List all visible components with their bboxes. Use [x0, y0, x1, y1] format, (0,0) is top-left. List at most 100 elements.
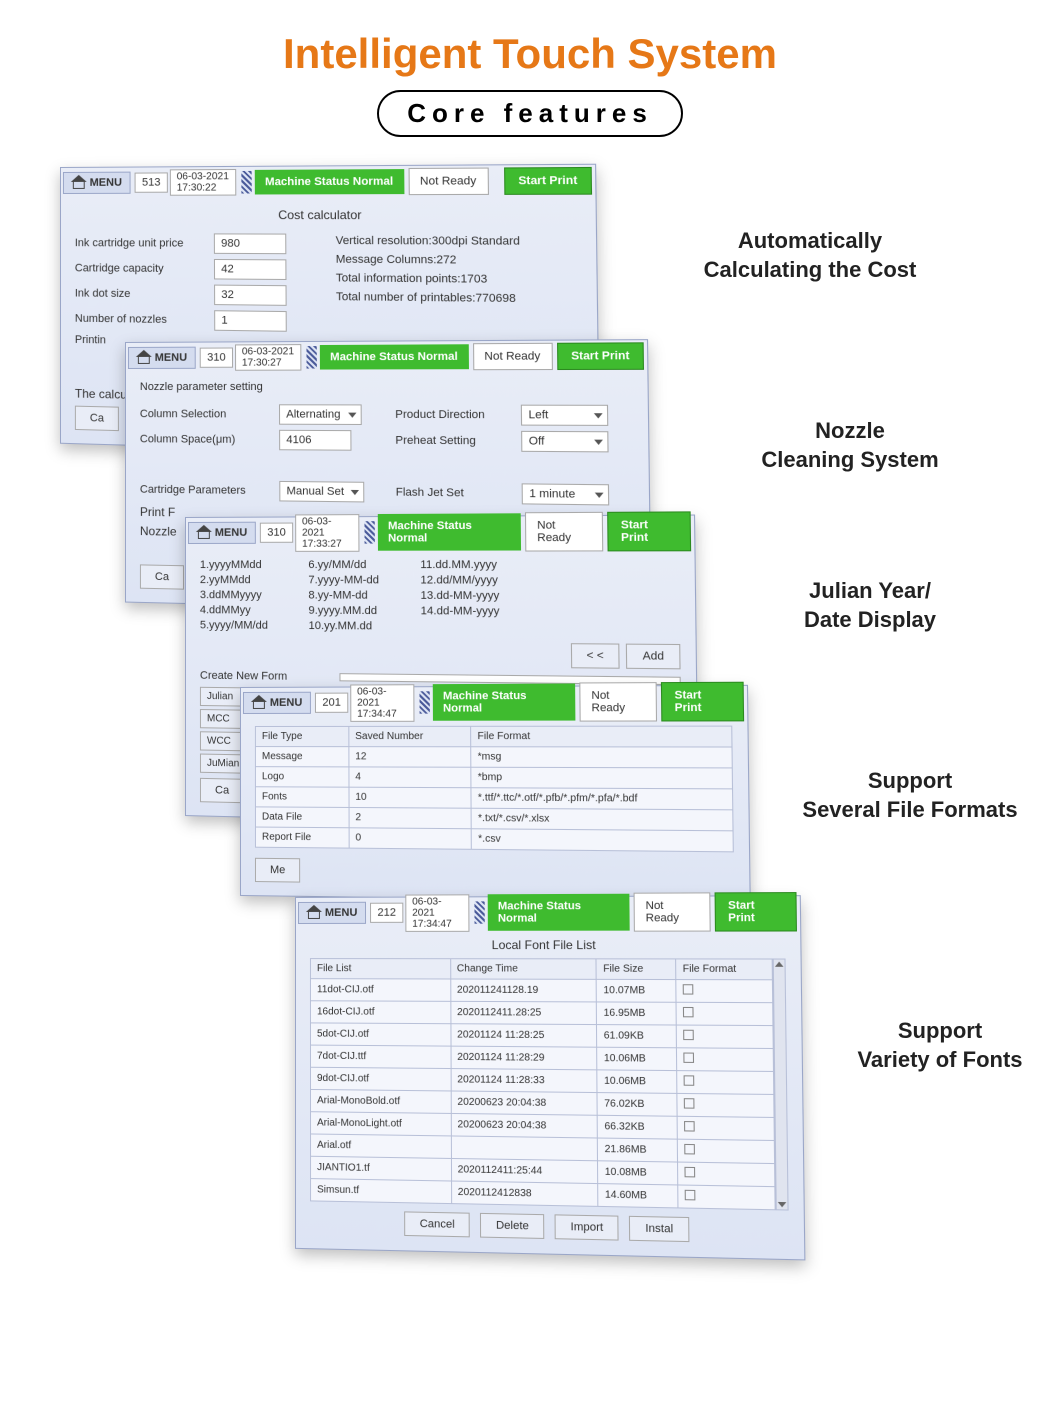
date-format-item[interactable]: 4.ddMMyy	[200, 604, 268, 616]
label-flash: Flash Jet Set	[396, 486, 513, 500]
install-button[interactable]: Instal	[629, 1216, 689, 1242]
home-icon	[137, 352, 151, 364]
progress-icon	[241, 171, 251, 194]
date-format-item[interactable]: 12.dd/MM/yyyy	[420, 574, 499, 586]
menu-label: MENU	[155, 352, 187, 364]
date-format-item[interactable]: 1.yyyyMMdd	[200, 559, 268, 571]
me-button[interactable]: Me	[255, 858, 300, 883]
table-row[interactable]: Logo4*bmp	[255, 767, 732, 789]
checkbox[interactable]	[683, 1007, 694, 1017]
input-colspace[interactable]: 4106	[279, 430, 351, 451]
scrollbar[interactable]	[773, 958, 789, 1210]
start-print-button[interactable]: Start Print	[714, 892, 797, 932]
table-row[interactable]: Report File0*.csv	[255, 827, 733, 852]
label-printf: Print F	[140, 505, 175, 520]
menu-button[interactable]: MENU	[63, 172, 131, 194]
table-row[interactable]: 11dot-CIJ.otf202011241128.1910.07MB	[310, 979, 772, 1003]
menu-button[interactable]: MENU	[128, 347, 196, 369]
table-header: File Size	[596, 959, 676, 980]
start-print-button[interactable]: Start Print	[504, 167, 592, 195]
date-format-item[interactable]: 14.dd-MM-yyyy	[421, 605, 500, 618]
ready-status: Not Ready	[634, 892, 710, 931]
ready-status: Not Ready	[408, 168, 488, 196]
status-badge: Machine Status Normal	[488, 894, 631, 931]
input-nozzles[interactable]: 1	[214, 310, 287, 332]
date-format-item[interactable]: 7.yyyy-MM-dd	[308, 574, 379, 586]
delete-button[interactable]: Delete	[480, 1213, 544, 1239]
section-title: Nozzle parameter setting	[140, 380, 632, 393]
home-icon	[197, 527, 211, 539]
home-icon	[252, 697, 266, 709]
date-format-item[interactable]: 5.yyyy/MM/dd	[200, 619, 268, 632]
date-format-item[interactable]: 8.yy-MM-dd	[308, 589, 379, 601]
start-print-button[interactable]: Start Print	[557, 342, 644, 370]
checkbox[interactable]	[683, 1030, 694, 1040]
menu-button[interactable]: MENU	[188, 522, 256, 544]
table-header: Change Time	[450, 959, 596, 980]
select-colsel[interactable]: Alternating	[279, 404, 362, 425]
date-format-list: 1.yyyyMMdd 2.yyMMdd 3.ddMMyyyy 4.ddMMyy 5.yy…	[200, 556, 680, 638]
caption-5: Support Variety of Fonts	[790, 1017, 1060, 1074]
progress-icon	[306, 346, 316, 369]
date-format-item[interactable]: 11.dd.MM.yyyy	[420, 559, 499, 571]
date-format-item[interactable]: 6.yy/MM/dd	[308, 559, 379, 571]
caption-3: Julian Year/ Date Display	[720, 577, 1020, 634]
back-button[interactable]: < <	[570, 643, 620, 669]
start-print-button[interactable]: Start Print	[660, 682, 744, 722]
select-proddir[interactable]: Left	[521, 405, 608, 426]
main-title: Intelligent Touch System	[20, 30, 1040, 78]
import-button[interactable]: Import	[555, 1214, 619, 1240]
table-header: File List	[310, 959, 450, 979]
caption-2: Nozzle Cleaning System	[700, 417, 1000, 474]
menu-label: MENU	[325, 907, 357, 919]
checkbox[interactable]	[685, 1167, 696, 1178]
cancel-button[interactable]: Ca	[75, 406, 119, 432]
menu-button[interactable]: MENU	[243, 692, 311, 714]
info-points: Total information points:1703	[336, 272, 581, 287]
cancel-button[interactable]: Ca	[200, 778, 244, 803]
table-row[interactable]: Message12*msg	[255, 747, 732, 768]
start-print-button[interactable]: Start Print	[607, 511, 691, 551]
label-colsel: Column Selection	[140, 408, 271, 420]
input-price[interactable]: 980	[214, 233, 287, 254]
cancel-button[interactable]: Cancel	[404, 1211, 470, 1237]
home-icon	[72, 177, 86, 189]
scroll-down-icon	[778, 1202, 787, 1207]
table-row[interactable]: 16dot-CIJ.otf2020112411.28:2516.95MB	[310, 1001, 772, 1026]
checkbox[interactable]	[683, 984, 694, 994]
input-capacity[interactable]: 42	[214, 259, 287, 280]
date-format-item[interactable]: 2.yyMMdd	[200, 574, 268, 586]
chevron-down-icon	[594, 413, 603, 418]
label-preheat: Preheat Setting	[395, 434, 512, 447]
menu-button[interactable]: MENU	[298, 902, 366, 924]
table-header: Saved Number	[349, 726, 471, 746]
font-list-title: Local Font File List	[310, 938, 786, 953]
checkbox[interactable]	[684, 1098, 695, 1109]
date-format-item[interactable]: 13.dd-MM-yyyy	[421, 590, 500, 603]
input-dot[interactable]: 32	[214, 285, 287, 306]
select-preheat[interactable]: Off	[521, 431, 609, 453]
label-dot: Ink dot size	[75, 287, 206, 300]
datetime: 06-03-202117:33:27	[295, 514, 360, 552]
select-flash[interactable]: 1 minute	[522, 483, 610, 505]
checkbox[interactable]	[684, 1121, 695, 1132]
label-nozzles: Number of nozzles	[75, 313, 206, 327]
cancel-button[interactable]: Ca	[140, 564, 184, 589]
checkbox[interactable]	[684, 1144, 695, 1155]
caption-4: Support Several File Formats	[760, 767, 1060, 824]
checkbox[interactable]	[685, 1190, 696, 1201]
checkbox[interactable]	[683, 1053, 694, 1063]
chevron-down-icon	[594, 439, 603, 444]
add-button[interactable]: Add	[626, 644, 680, 670]
date-format-item[interactable]: 9.yyyy.MM.dd	[308, 605, 379, 618]
menu-label: MENU	[90, 177, 122, 189]
date-format-item[interactable]: 3.ddMMyyyy	[200, 589, 268, 601]
chevron-down-icon	[350, 489, 358, 494]
label-cartparam: Cartridge Parameters	[140, 484, 271, 498]
menu-label: MENU	[270, 697, 302, 709]
select-cartparam[interactable]: Manual Set	[279, 481, 364, 503]
checkbox[interactable]	[684, 1075, 695, 1085]
status-badge: Machine Status Normal	[433, 684, 576, 721]
status-badge: Machine Status Normal	[255, 169, 404, 194]
date-format-item[interactable]: 10.yy.MM.dd	[308, 620, 379, 633]
